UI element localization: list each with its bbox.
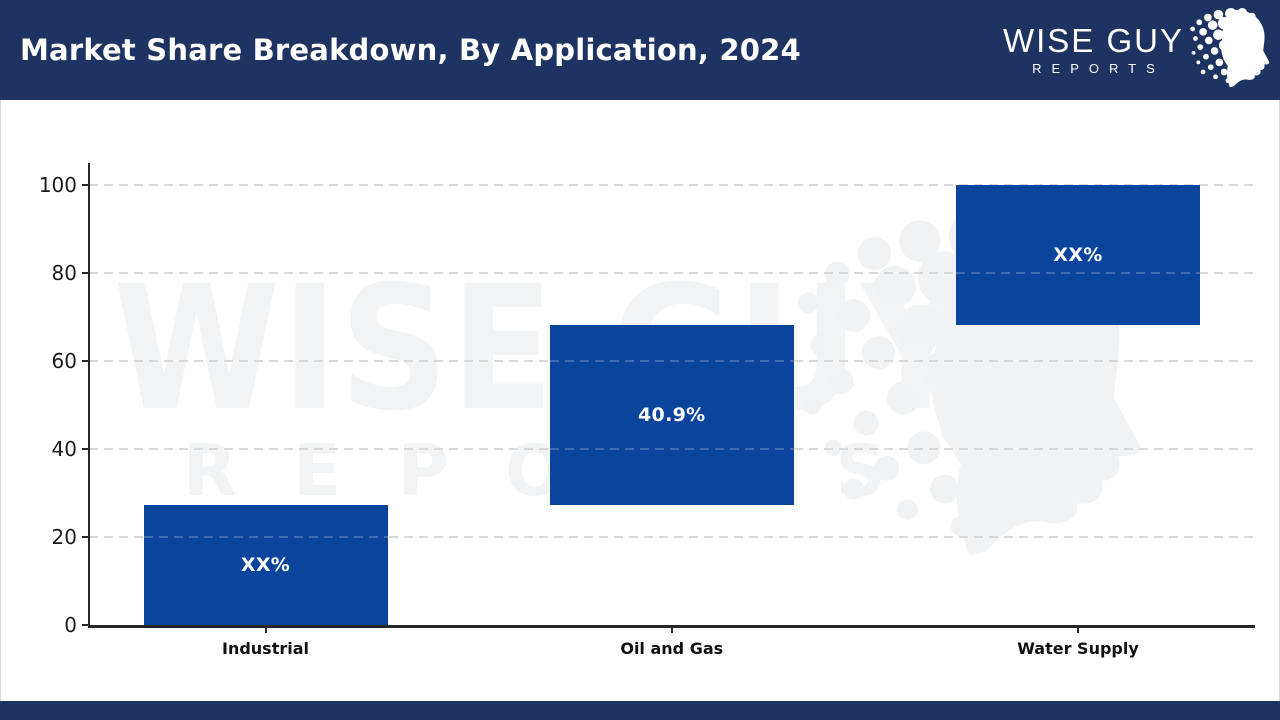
grid-line-20: [89, 536, 1254, 538]
y-tick-label-0: 0: [64, 613, 77, 637]
x-tick-mark-oil-and-gas: [670, 628, 673, 633]
bar-value-label-industrial: XX%: [240, 554, 291, 577]
y-tick-label-80: 80: [51, 261, 77, 285]
plot-area: 0 20 40 60 80 100 XX% Industrial 40.9% Oil and Ga…: [1, 100, 1279, 701]
y-tick-mark-20: [82, 536, 89, 538]
x-axis-line: [88, 625, 1255, 628]
y-tick-mark-80: [82, 272, 89, 274]
bar-value-label-water-supply: XX%: [1053, 244, 1103, 267]
bar-grid-line: [143, 535, 388, 538]
logo-wordmark: WISE GUY: [1002, 22, 1184, 60]
bar-industrial: XX%: [143, 505, 388, 625]
x-tick-label-oil-and-gas: Oil and Gas: [620, 639, 724, 658]
bar-value-label-oil-and-gas: 40.9%: [638, 404, 706, 427]
brand-logo: WISE GUY REPORTS: [1003, 7, 1270, 93]
bar-water-supply: XX%: [956, 185, 1200, 326]
y-tick-label-40: 40: [51, 437, 77, 461]
x-tick-mark-industrial: [264, 628, 267, 633]
y-tick-mark-100: [82, 184, 89, 186]
bar-grid-line: [549, 447, 794, 450]
y-tick-mark-0: [82, 624, 89, 626]
y-tick-label-100: 100: [38, 173, 77, 197]
y-tick-mark-60: [82, 360, 89, 362]
chart-area: WISE GUY R E P O R T S 0 20 40 60 80 100 XX% In…: [0, 100, 1280, 701]
bar-grid-line: [549, 359, 794, 362]
y-tick-mark-40: [82, 448, 89, 450]
logo-head-icon: [1184, 7, 1270, 93]
brand-logo-text: WISE GUY REPORTS: [1003, 24, 1184, 76]
y-tick-label-60: 60: [51, 349, 77, 373]
y-axis-line: [88, 163, 90, 628]
grid-line-80: [89, 272, 1254, 274]
grid-line-100: [89, 184, 1254, 186]
header: Market Share Breakdown, By Application, …: [0, 0, 1280, 100]
footer-bar: [0, 701, 1280, 720]
x-tick-mark-water-supply: [1077, 628, 1079, 633]
bar-oil-and-gas: 40.9%: [549, 325, 794, 506]
logo-subtitle: REPORTS: [1032, 60, 1165, 76]
bar-grid-line: [956, 272, 1200, 274]
page-title: Market Share Breakdown, By Application, …: [20, 33, 801, 67]
y-tick-label-20: 20: [51, 525, 77, 549]
x-tick-label-water-supply: Water Supply: [1017, 639, 1139, 658]
x-tick-label-industrial: Industrial: [221, 639, 309, 658]
